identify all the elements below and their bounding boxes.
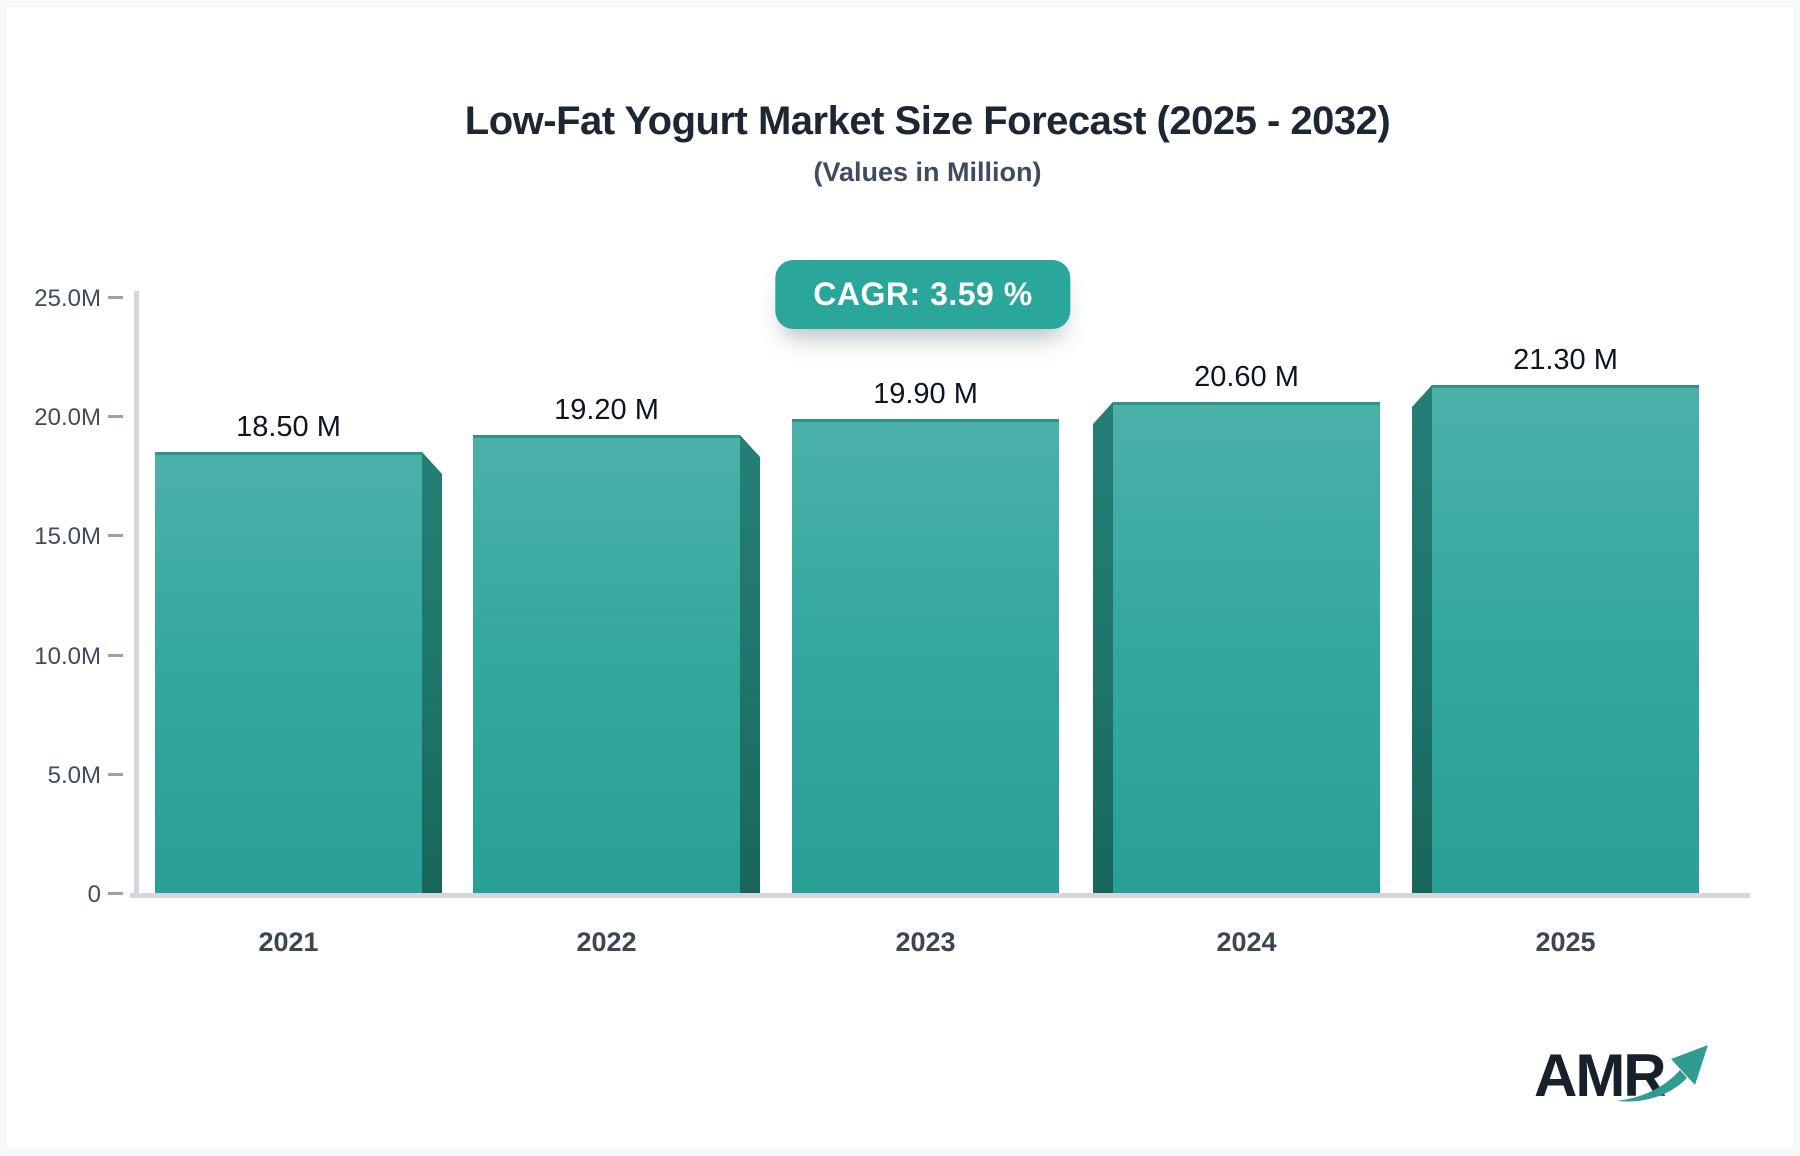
bar-face bbox=[473, 435, 740, 893]
x-tick-label-2024: 2024 bbox=[1216, 927, 1277, 957]
y-tick-mark bbox=[108, 892, 123, 895]
y-tick-label: 20.0M bbox=[34, 404, 101, 432]
bar-value-label: 18.50 M bbox=[236, 411, 341, 443]
bar-face bbox=[1432, 385, 1699, 893]
bar-3d-side bbox=[1412, 385, 1432, 893]
chart-title: Low-Fat Yogurt Market Size Forecast (202… bbox=[464, 99, 1391, 143]
bar-2024[interactable] bbox=[1093, 402, 1380, 893]
y-axis-line bbox=[134, 291, 139, 898]
y-tick-mark bbox=[108, 534, 123, 538]
bar-2023[interactable] bbox=[792, 419, 1059, 893]
x-tick-label-2022: 2022 bbox=[576, 927, 637, 957]
bar-2022[interactable] bbox=[473, 435, 760, 893]
bar-value-label: 19.20 M bbox=[554, 394, 659, 426]
cagr-badge: CAGR: 3.59 % bbox=[775, 260, 1071, 329]
bar-value-label: 19.90 M bbox=[873, 378, 978, 410]
chart-card: Low-Fat Yogurt Market Size Forecast (202… bbox=[5, 6, 1795, 1149]
y-tick-label: 0 bbox=[87, 881, 101, 908]
bar-face bbox=[1113, 402, 1380, 893]
y-tick-mark bbox=[108, 772, 123, 776]
y-tick-mark bbox=[108, 415, 123, 419]
chart-subtitle: (Values in Million) bbox=[813, 157, 1042, 187]
bar-value-label: 20.60 M bbox=[1194, 361, 1299, 393]
amr-logo-arrow-icon bbox=[1616, 1045, 1708, 1102]
bar-face bbox=[792, 419, 1059, 893]
bar-chart: 25.0M 20.0M 15.0M 10.0M 5.0M 0 18.50 M 19.20 M… bbox=[6, 7, 1794, 1148]
x-tick-label-2025: 2025 bbox=[1535, 927, 1596, 957]
y-tick-mark bbox=[108, 296, 123, 299]
amr-logo: AMR bbox=[1534, 1041, 1724, 1121]
y-tick-label: 25.0M bbox=[34, 285, 101, 312]
bar-3d-side bbox=[422, 452, 442, 893]
x-tick-label-2023: 2023 bbox=[895, 927, 956, 957]
y-tick-label: 10.0M bbox=[34, 642, 101, 670]
y-tick-mark bbox=[108, 653, 123, 657]
bar-2025[interactable] bbox=[1412, 385, 1699, 893]
bar-2021[interactable] bbox=[155, 452, 442, 893]
y-tick-label: 5.0M bbox=[47, 761, 101, 789]
x-axis-line bbox=[130, 893, 1750, 898]
bar-3d-side bbox=[740, 435, 760, 893]
y-tick-label: 15.0M bbox=[34, 523, 101, 551]
x-tick-label-2021: 2021 bbox=[258, 927, 319, 957]
bar-face bbox=[155, 452, 422, 893]
bar-value-label: 21.30 M bbox=[1513, 344, 1618, 376]
bar-3d-side bbox=[1093, 402, 1113, 893]
